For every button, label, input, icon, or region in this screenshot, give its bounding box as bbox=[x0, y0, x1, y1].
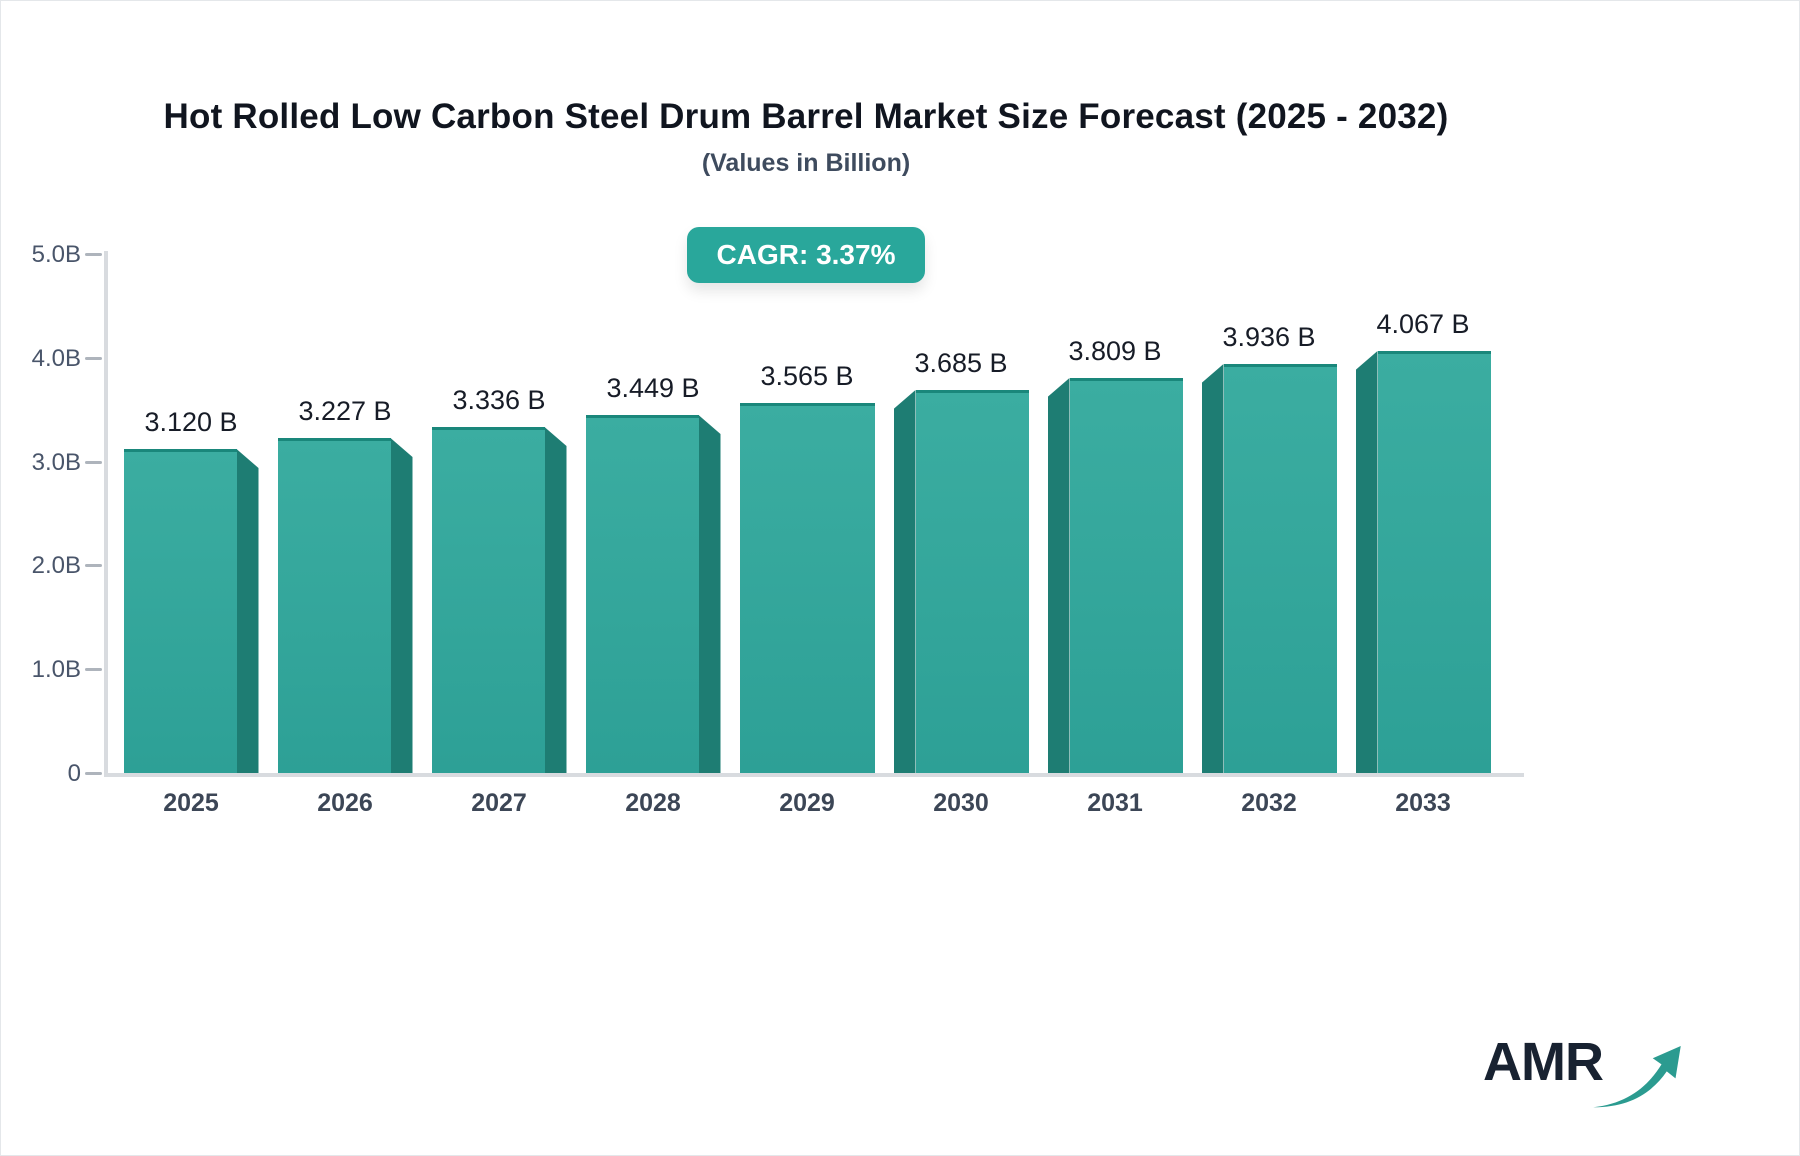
bar-side-3d bbox=[1355, 351, 1378, 773]
x-axis-label: 2027 bbox=[471, 789, 527, 817]
bar-side-3d bbox=[544, 427, 567, 773]
y-axis-tick-label: 3.0B bbox=[31, 448, 81, 476]
bar-face bbox=[431, 427, 545, 773]
y-axis-tick-dash bbox=[85, 564, 102, 568]
bar-face bbox=[1223, 364, 1337, 773]
bar-side-3d bbox=[236, 449, 259, 773]
y-axis-line bbox=[104, 251, 108, 777]
y-axis-tick-dash bbox=[85, 668, 102, 672]
y-axis-tick-dash bbox=[85, 253, 102, 256]
bar-value-label: 3.565 B bbox=[760, 361, 854, 391]
y-axis-tick-dash bbox=[85, 356, 102, 360]
bar-value-label: 3.449 B bbox=[606, 373, 700, 403]
bar-side-3d bbox=[698, 415, 721, 773]
bar-value-label: 3.227 B bbox=[298, 396, 392, 426]
bar-face bbox=[1069, 378, 1183, 773]
bar-value-label: 3.936 B bbox=[1222, 322, 1316, 352]
bar-2025 bbox=[123, 449, 259, 773]
bar-side-3d bbox=[1047, 378, 1070, 773]
bar-side-3d bbox=[1201, 364, 1224, 773]
chart-title: Hot Rolled Low Carbon Steel Drum Barrel … bbox=[163, 97, 1449, 136]
bar-value-label: 3.685 B bbox=[914, 348, 1008, 378]
cagr-badge: CAGR: 3.37% bbox=[687, 227, 925, 283]
x-axis-label: 2025 bbox=[163, 789, 219, 817]
amr-logo: AMR bbox=[1483, 1032, 1681, 1109]
bar-value-label: 3.809 B bbox=[1068, 336, 1162, 366]
x-axis-line bbox=[104, 773, 1524, 777]
bar-face bbox=[915, 390, 1029, 773]
x-axis-label: 2026 bbox=[317, 789, 373, 817]
x-axis-label: 2029 bbox=[779, 789, 835, 817]
bar-face bbox=[739, 403, 875, 773]
y-axis-tick-dash bbox=[85, 460, 102, 464]
bar-value-label: 3.336 B bbox=[452, 385, 546, 415]
x-axis-label: 2032 bbox=[1241, 789, 1297, 817]
bar-value-label: 4.067 B bbox=[1376, 309, 1470, 339]
y-axis-tick-label: 2.0B bbox=[31, 552, 81, 580]
x-axis-label: 2030 bbox=[933, 789, 989, 817]
amr-logo-text: AMR bbox=[1483, 1032, 1604, 1092]
bar-2027 bbox=[431, 427, 567, 773]
x-axis-label: 2028 bbox=[625, 789, 681, 817]
bar-2028 bbox=[585, 415, 721, 773]
bar-2032 bbox=[1201, 364, 1337, 773]
bar-face bbox=[585, 415, 699, 773]
chart-subtitle: (Values in Billion) bbox=[701, 149, 911, 177]
bar-side-3d bbox=[893, 390, 916, 773]
bar-face bbox=[123, 449, 237, 773]
bar-value-label: 3.120 B bbox=[144, 407, 238, 437]
y-axis-tick-label: 5.0B bbox=[31, 241, 81, 268]
bar-2033 bbox=[1355, 351, 1491, 773]
y-axis-tick-label: 0 bbox=[67, 760, 81, 787]
x-axis-label: 2031 bbox=[1087, 789, 1143, 817]
bar-face bbox=[1377, 351, 1491, 773]
bar-side-3d bbox=[390, 438, 413, 773]
x-axis-label: 2033 bbox=[1395, 789, 1451, 817]
growth-arrow-icon bbox=[1593, 1046, 1681, 1108]
y-axis-tick-dash bbox=[85, 772, 102, 775]
bar-2029 bbox=[739, 403, 875, 773]
y-axis-tick-label: 4.0B bbox=[31, 344, 81, 372]
y-axis-tick-label: 1.0B bbox=[31, 656, 81, 684]
bar-2026 bbox=[277, 438, 413, 773]
bar-2030 bbox=[893, 390, 1029, 773]
bar-face bbox=[277, 438, 391, 773]
bar-2031 bbox=[1047, 378, 1183, 773]
